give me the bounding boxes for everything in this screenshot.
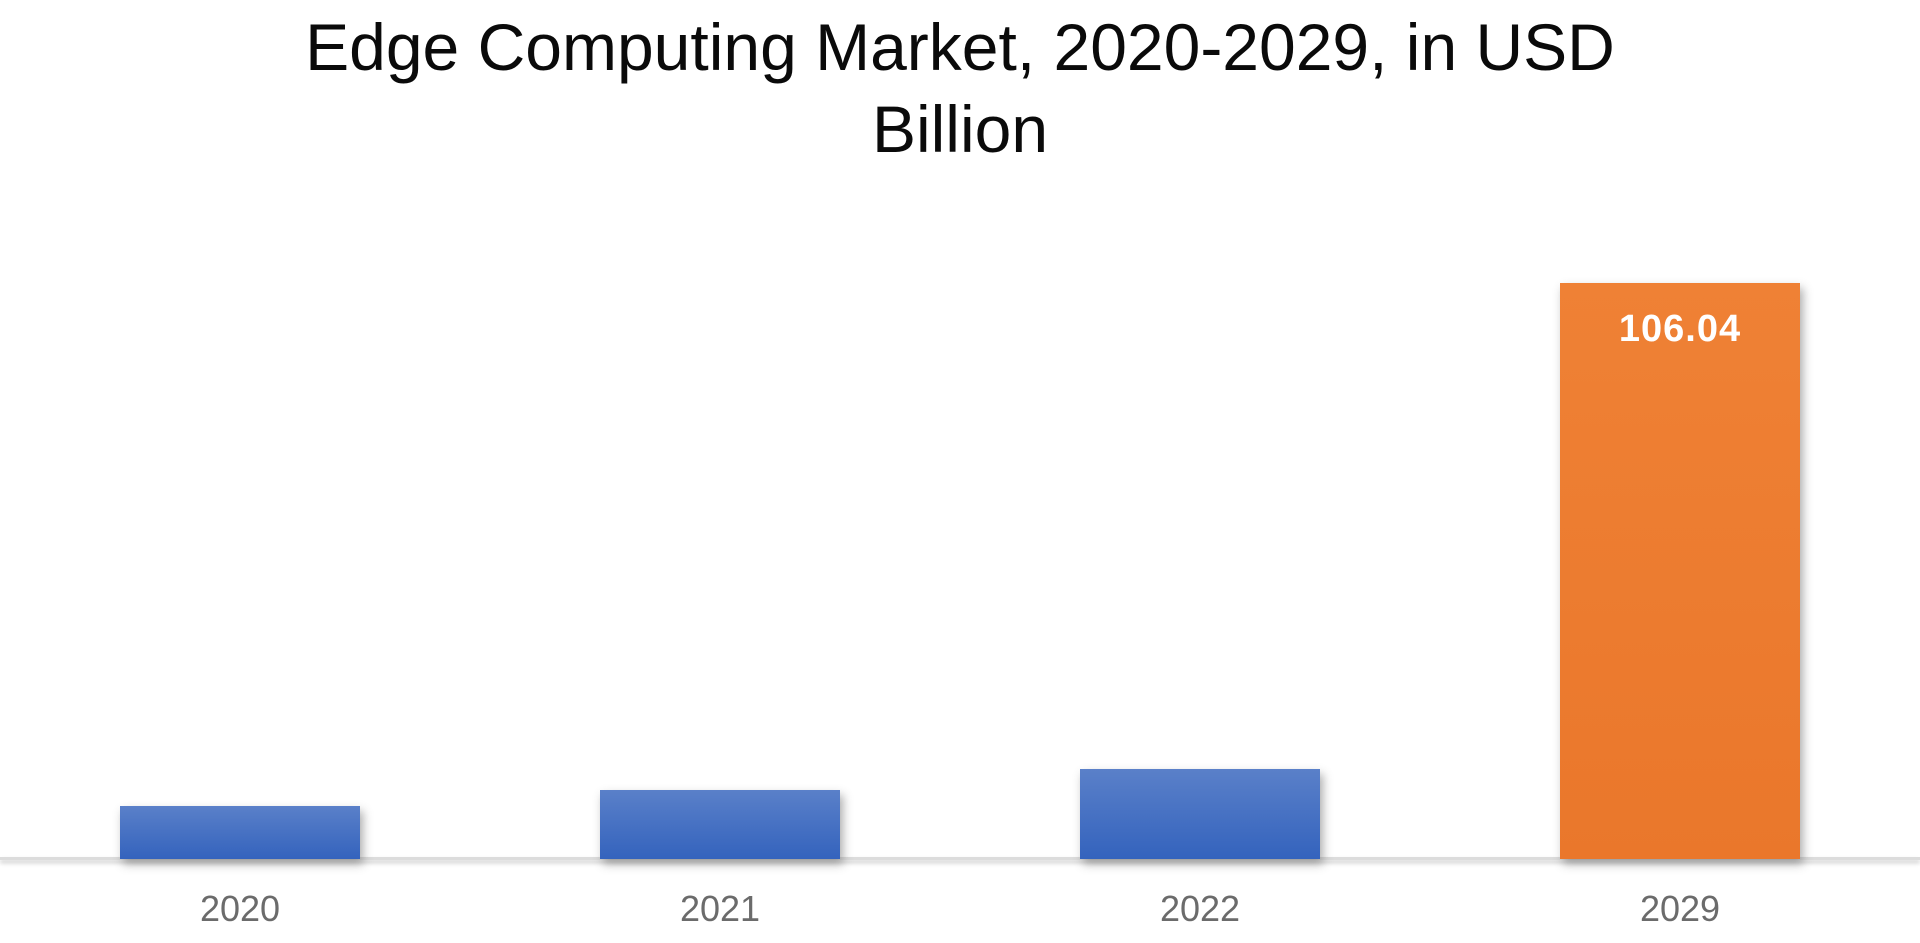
bar-2020 bbox=[120, 806, 360, 859]
bar-2022 bbox=[1080, 769, 1320, 859]
chart-title-line2: Billion bbox=[871, 92, 1049, 166]
bars-row: 106.04 bbox=[0, 283, 1920, 859]
chart-title: Edge Computing Market, 2020-2029, in USD… bbox=[25, 6, 1895, 170]
x-tick-2029: 2029 bbox=[1639, 888, 1721, 929]
x-tick-2021: 2021 bbox=[679, 888, 761, 929]
bar-cell-2020 bbox=[0, 806, 480, 859]
chart-title-line1: Edge Computing Market, 2020-2029, in USD bbox=[305, 10, 1615, 84]
bar-cell-2029: 106.04 bbox=[1440, 283, 1920, 859]
data-label-2029: 106.04 bbox=[1618, 308, 1742, 350]
bar-2021 bbox=[600, 790, 840, 859]
x-axis-tick-labels: 2020 2021 2022 2029 bbox=[0, 891, 1920, 927]
bar-cell-2021 bbox=[480, 790, 960, 859]
x-tick-2020: 2020 bbox=[199, 888, 281, 929]
bar-2029: 106.04 bbox=[1560, 283, 1800, 859]
bar-cell-2022 bbox=[960, 769, 1440, 859]
x-axis-line bbox=[0, 857, 1920, 860]
x-tick-2022: 2022 bbox=[1159, 888, 1241, 929]
